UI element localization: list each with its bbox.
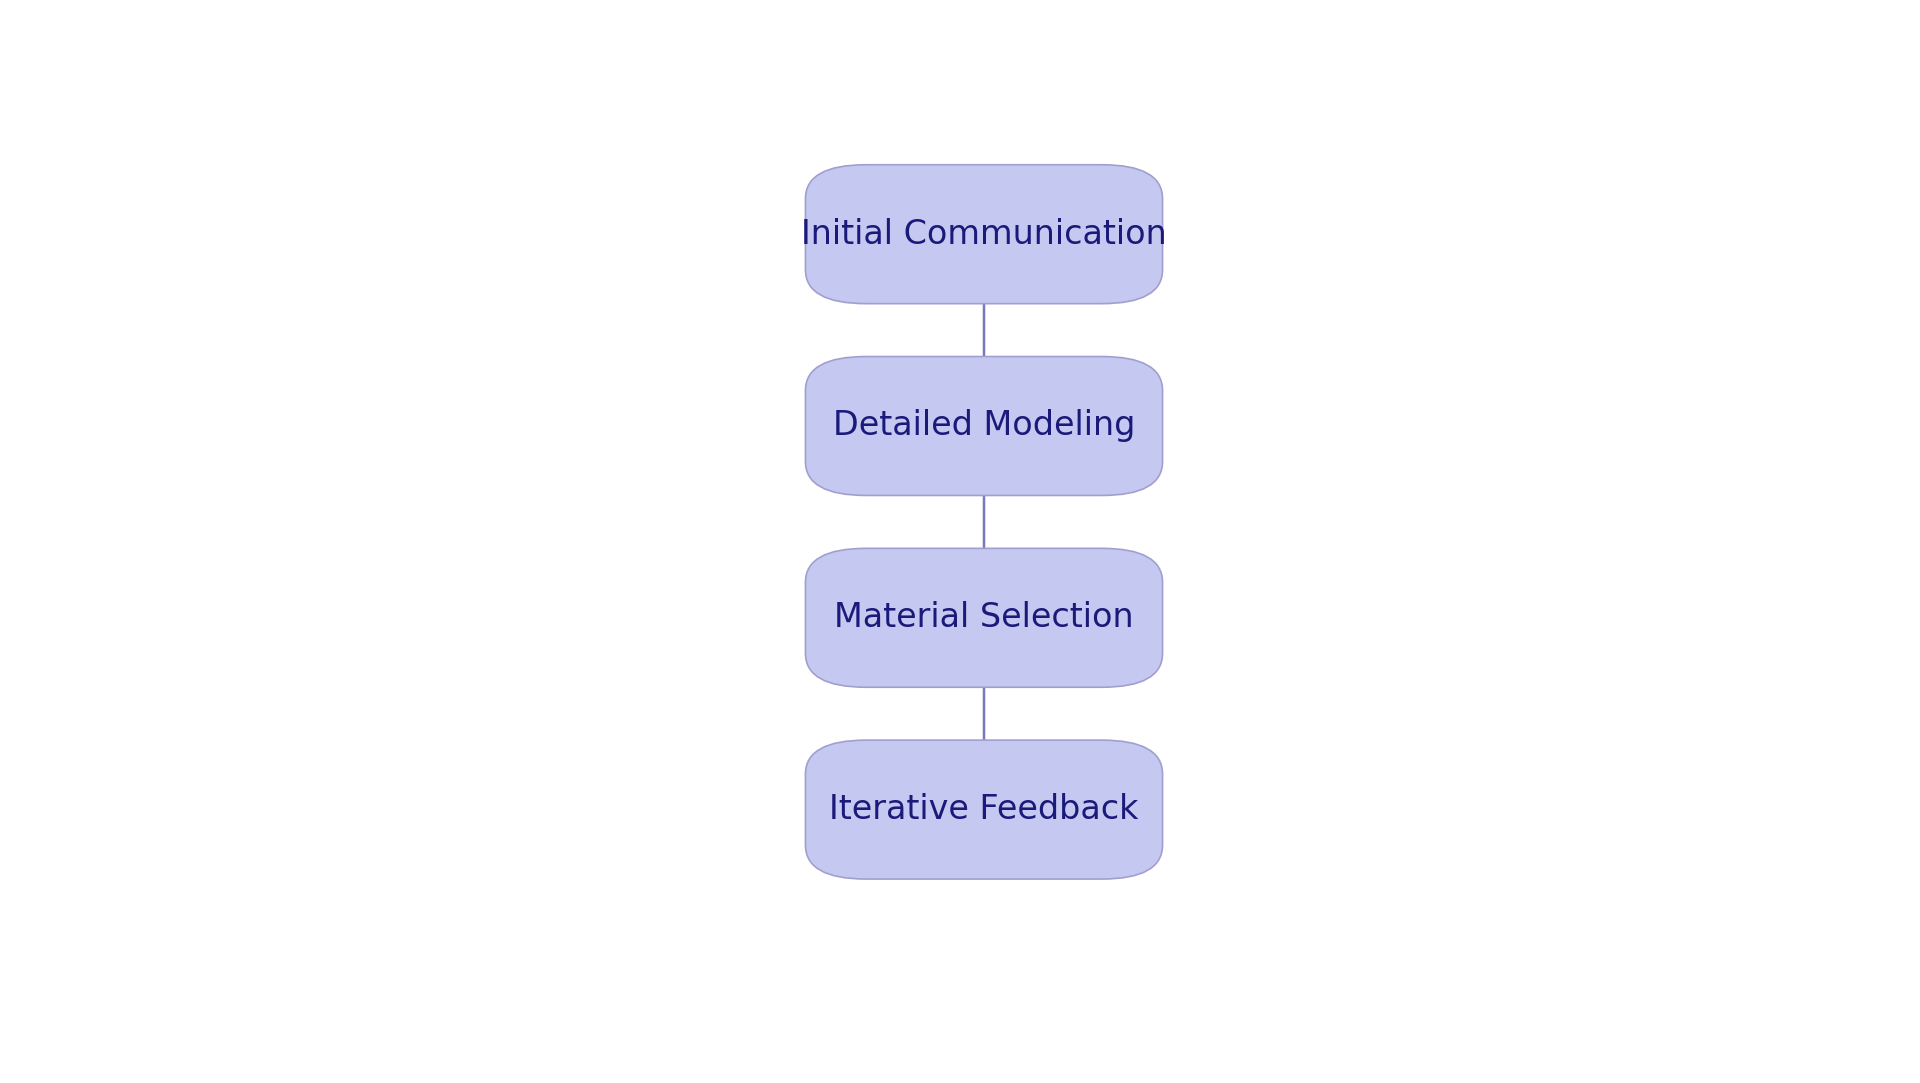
FancyBboxPatch shape (806, 548, 1162, 688)
Text: Initial Communication: Initial Communication (801, 218, 1167, 250)
FancyBboxPatch shape (806, 356, 1162, 495)
Text: Iterative Feedback: Iterative Feedback (829, 793, 1139, 826)
Text: Detailed Modeling: Detailed Modeling (833, 409, 1135, 443)
FancyBboxPatch shape (806, 740, 1162, 879)
Text: Material Selection: Material Selection (833, 601, 1135, 635)
FancyBboxPatch shape (806, 165, 1162, 303)
